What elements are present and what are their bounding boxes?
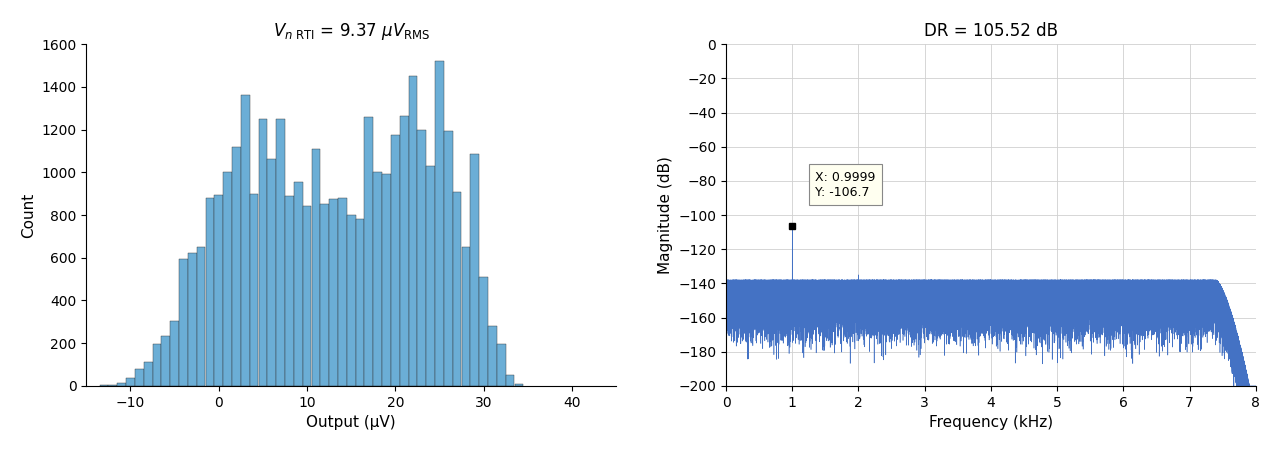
- Title: $V_{n\ \mathrm{RTI}}$ = 9.37 $\mu$$V_{\mathrm{RMS}}$: $V_{n\ \mathrm{RTI}}$ = 9.37 $\mu$$V_{\m…: [273, 21, 430, 42]
- Bar: [409, 76, 418, 386]
- Bar: [515, 384, 523, 386]
- Bar: [250, 193, 259, 386]
- Bar: [232, 147, 241, 386]
- X-axis label: Output (μV): Output (μV): [306, 415, 396, 430]
- Bar: [452, 192, 461, 386]
- X-axis label: Frequency (kHz): Frequency (kHz): [929, 415, 1053, 430]
- Bar: [311, 149, 320, 386]
- Bar: [329, 199, 338, 386]
- Bar: [109, 385, 118, 386]
- Bar: [373, 172, 382, 386]
- Bar: [135, 369, 143, 386]
- Text: X: 0.9999
Y: -106.7: X: 0.9999 Y: -106.7: [816, 171, 876, 199]
- Bar: [461, 247, 470, 386]
- Bar: [488, 326, 497, 386]
- Bar: [259, 119, 268, 386]
- Bar: [347, 215, 356, 386]
- Bar: [152, 344, 161, 386]
- Bar: [197, 247, 205, 386]
- Y-axis label: Magnitude (dB): Magnitude (dB): [657, 156, 673, 274]
- Bar: [170, 321, 179, 386]
- Bar: [143, 363, 152, 386]
- Bar: [179, 259, 188, 386]
- Bar: [506, 375, 515, 386]
- Bar: [214, 195, 223, 386]
- Bar: [436, 61, 443, 386]
- Bar: [223, 172, 232, 386]
- Bar: [302, 207, 311, 386]
- Bar: [356, 219, 364, 386]
- Bar: [293, 182, 302, 386]
- Title: DR = 105.52 dB: DR = 105.52 dB: [924, 22, 1058, 40]
- Bar: [241, 96, 250, 386]
- Bar: [268, 160, 277, 386]
- Bar: [338, 198, 347, 386]
- Bar: [118, 383, 126, 386]
- Bar: [365, 117, 373, 386]
- Y-axis label: Count: Count: [20, 193, 36, 238]
- Bar: [391, 135, 400, 386]
- Bar: [277, 119, 284, 386]
- Bar: [161, 336, 170, 386]
- Bar: [479, 277, 488, 386]
- Bar: [470, 154, 479, 386]
- Bar: [445, 131, 452, 386]
- Bar: [126, 378, 135, 386]
- Bar: [320, 204, 329, 386]
- Bar: [188, 253, 197, 386]
- Bar: [400, 116, 409, 386]
- Bar: [418, 129, 427, 386]
- Bar: [427, 166, 436, 386]
- Bar: [286, 196, 293, 386]
- Bar: [205, 198, 214, 386]
- Bar: [497, 344, 506, 386]
- Bar: [382, 175, 391, 386]
